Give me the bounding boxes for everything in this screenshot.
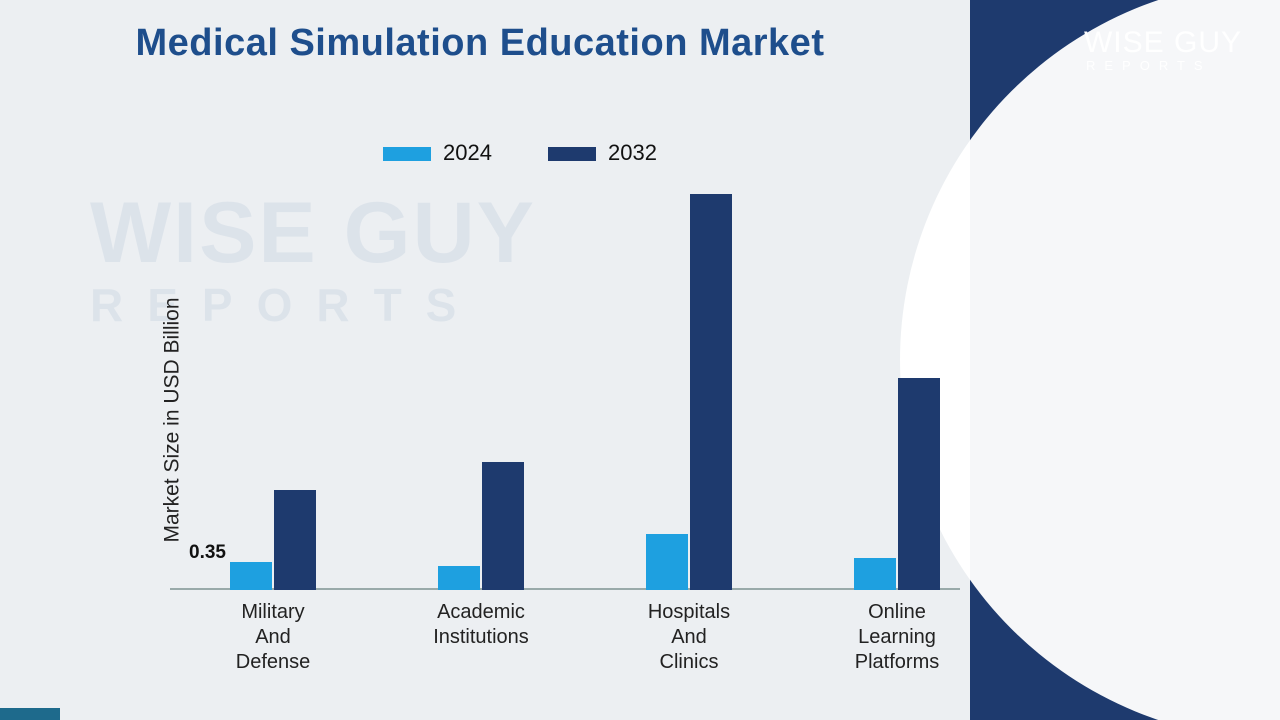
category-label: HospitalsAndClinics	[604, 600, 774, 675]
category-label: AcademicInstitutions	[396, 600, 566, 650]
bar	[438, 566, 480, 590]
brand-logo: WISE GUY REPORTS	[1084, 26, 1242, 73]
chart-title: Medical Simulation Education Market	[0, 22, 960, 65]
category-label: MilitaryAndDefense	[188, 600, 358, 675]
bar	[854, 558, 896, 590]
logo-line2: REPORTS	[1086, 58, 1242, 73]
logo-line1: WISE GUY	[1084, 26, 1242, 60]
legend-item: 2032	[548, 140, 657, 166]
legend-swatch	[548, 147, 596, 161]
bar	[274, 490, 316, 590]
bar	[482, 462, 524, 590]
plot-region: 0.35	[170, 190, 960, 590]
category-label: OnlineLearningPlatforms	[812, 600, 982, 675]
legend-swatch	[383, 147, 431, 161]
bar	[690, 194, 732, 590]
chart-area: Market Size in USD Billion 20242032 0.35…	[60, 140, 980, 700]
infographic-canvas: WISE GUY REPORTS Medical Simulation Educ…	[0, 0, 1280, 720]
data-label: 0.35	[176, 542, 226, 564]
bar	[646, 534, 688, 590]
legend-label: 2032	[608, 140, 657, 165]
bar	[898, 378, 940, 590]
legend-label: 2024	[443, 140, 492, 165]
legend-item: 2024	[383, 140, 492, 166]
bar	[230, 562, 272, 590]
decorative-accent-bar	[0, 708, 60, 720]
legend: 2024 2032	[60, 140, 980, 166]
